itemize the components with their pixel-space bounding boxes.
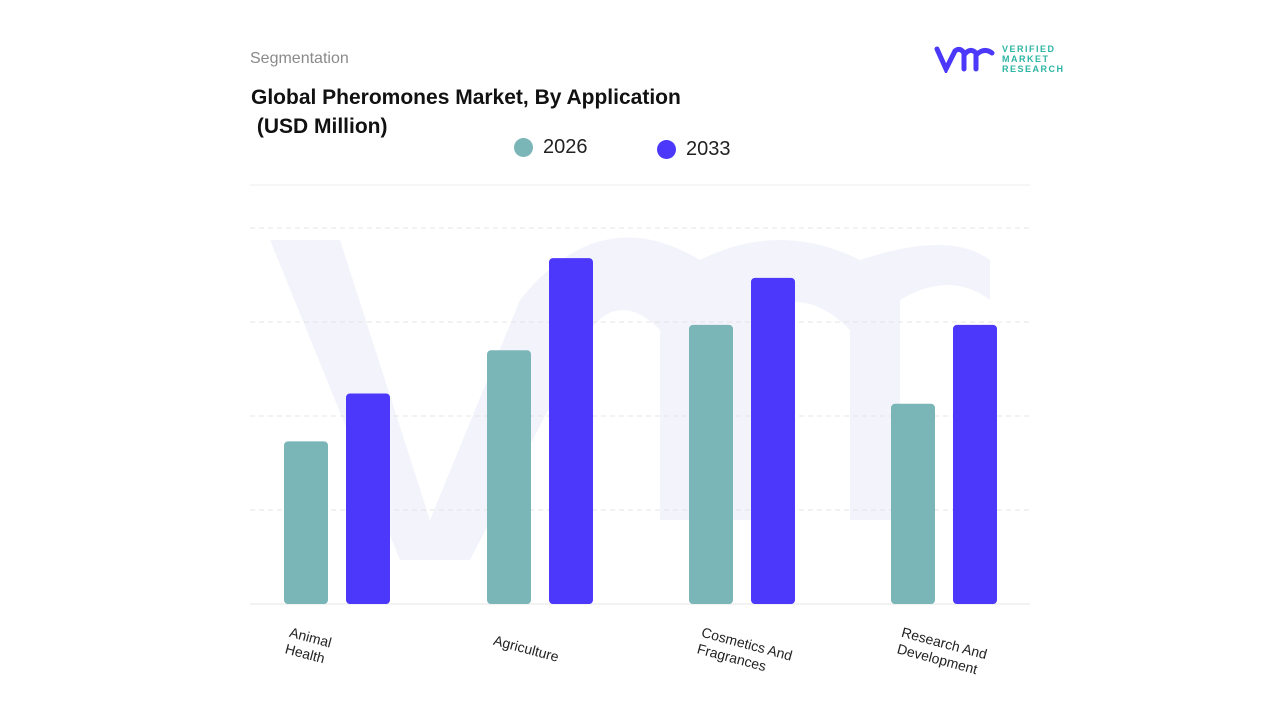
bar-2026 — [284, 441, 328, 604]
legend-item-2033: 2033 — [657, 138, 731, 161]
segment-label: Segmentation — [250, 50, 349, 67]
bar-2033 — [346, 393, 390, 604]
vmr-logo: VERIFIED MARKET RESEARCH — [934, 44, 1065, 74]
bar-2033 — [751, 277, 795, 604]
bar-2033 — [953, 324, 997, 604]
chart-title: Global Pheromones Market, By Application… — [251, 86, 681, 138]
bar-2026 — [689, 324, 733, 604]
legend-label: 2033 — [686, 138, 731, 160]
legend-swatch-2026 — [514, 138, 533, 157]
watermark-logo — [270, 237, 990, 560]
logo-word: RESEARCH — [1002, 64, 1065, 74]
legend-swatch-2033 — [657, 140, 676, 159]
legend-item-2026: 2026 — [514, 136, 588, 159]
vmr-logo-icon — [934, 46, 995, 73]
legend-label: 2026 — [543, 136, 588, 158]
logo-word: VERIFIED — [1002, 44, 1056, 54]
bar-2026 — [487, 350, 531, 604]
logo-word: MARKET — [1002, 54, 1050, 64]
bar-2026 — [891, 403, 935, 604]
bar-2033 — [549, 258, 593, 604]
